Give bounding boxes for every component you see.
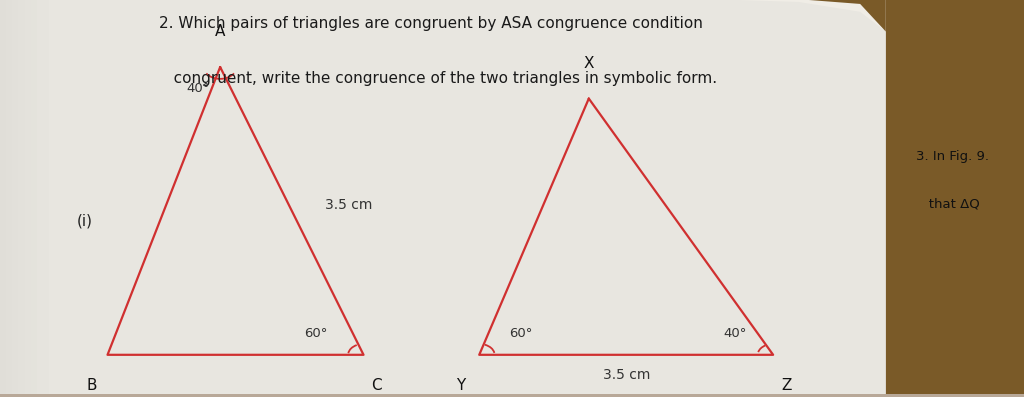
Bar [12, 0, 18, 394]
Bar [43, 0, 49, 394]
Text: congruent, write the congruence of the two triangles in symbolic form.: congruent, write the congruence of the t… [159, 71, 717, 86]
Text: 40°: 40° [724, 327, 746, 339]
Text: 40°: 40° [186, 82, 209, 95]
Text: 3.5 cm: 3.5 cm [325, 198, 372, 212]
Bar [25, 0, 31, 394]
Bar [31, 0, 37, 394]
Text: A: A [215, 25, 225, 39]
Text: 3. In Fig. 9.: 3. In Fig. 9. [916, 150, 989, 163]
FancyBboxPatch shape [0, 0, 886, 394]
Bar [0, 0, 6, 394]
Text: 2. Which pairs of triangles are congruent by ASA congruence condition: 2. Which pairs of triangles are congruen… [159, 16, 702, 31]
Bar [18, 0, 25, 394]
Bar [886, 0, 1024, 394]
Text: X: X [584, 56, 594, 71]
Text: that ΔQ: that ΔQ [916, 197, 980, 210]
Text: C: C [371, 378, 381, 393]
Text: 60°: 60° [304, 327, 327, 339]
Text: Y: Y [456, 378, 466, 393]
Bar [37, 0, 43, 394]
Text: (i): (i) [77, 213, 93, 228]
Text: 3.5 cm: 3.5 cm [603, 368, 650, 382]
Polygon shape [737, 0, 886, 31]
Polygon shape [737, 0, 886, 31]
Bar [6, 0, 12, 394]
Text: B: B [87, 378, 97, 393]
Text: Z: Z [781, 378, 792, 393]
Text: 60°: 60° [509, 327, 532, 339]
